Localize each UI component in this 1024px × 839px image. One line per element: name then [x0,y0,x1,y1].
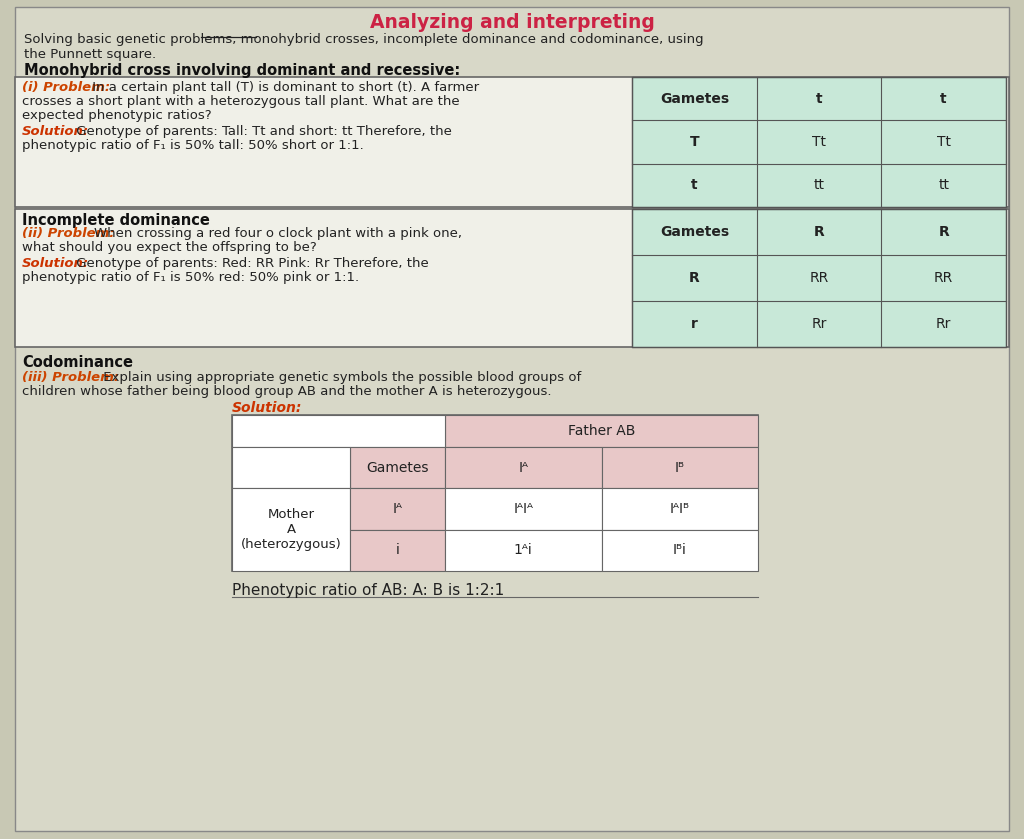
Text: When crossing a red four o clock plant with a pink one,: When crossing a red four o clock plant w… [94,227,462,240]
Text: Iᴬ: Iᴬ [392,502,402,516]
Text: (iii) Problem:: (iii) Problem: [22,371,119,384]
Text: In a certain plant tall (T) is dominant to short (t). A farmer: In a certain plant tall (T) is dominant … [88,81,479,94]
Text: Solution:: Solution: [22,125,89,138]
Text: Analyzing and interpreting: Analyzing and interpreting [370,13,654,32]
Text: 1ᴬi: 1ᴬi [514,544,532,557]
FancyBboxPatch shape [15,209,1009,347]
Text: Tt: Tt [937,135,950,149]
FancyBboxPatch shape [601,529,758,571]
Text: Genotype of parents: Tall: Tt and short: tt Therefore, the: Genotype of parents: Tall: Tt and short:… [72,125,452,138]
Text: Phenotypic ratio of AB: A: B is 1:2:1: Phenotypic ratio of AB: A: B is 1:2:1 [232,583,504,598]
FancyBboxPatch shape [350,529,445,571]
Text: i: i [395,544,399,557]
Text: Solution:: Solution: [232,401,302,415]
FancyBboxPatch shape [232,415,758,571]
FancyBboxPatch shape [15,77,1009,207]
FancyBboxPatch shape [350,447,445,488]
FancyBboxPatch shape [232,488,350,571]
FancyBboxPatch shape [445,447,601,488]
Text: Codominance: Codominance [22,355,133,370]
Text: children whose father being blood group AB and the mother A is heterozygous.: children whose father being blood group … [22,385,552,398]
FancyBboxPatch shape [232,415,445,447]
Text: phenotypic ratio of F₁ is 50% tall: 50% short or 1:1.: phenotypic ratio of F₁ is 50% tall: 50% … [22,139,364,152]
Text: r: r [691,317,697,331]
Text: Gametes: Gametes [659,225,729,239]
Text: RR: RR [934,271,953,285]
Text: expected phenotypic ratios?: expected phenotypic ratios? [22,109,212,122]
FancyBboxPatch shape [445,488,601,529]
Text: the Punnett square.: the Punnett square. [24,48,156,61]
Text: R: R [938,225,949,239]
Text: (i) Problem:: (i) Problem: [22,81,111,94]
Text: Gametes: Gametes [659,91,729,106]
Text: Iᴮ: Iᴮ [675,461,685,475]
Text: RR: RR [809,271,828,285]
Text: Rr: Rr [936,317,951,331]
Text: IᴬIᴬ: IᴬIᴬ [513,502,534,516]
Text: IᴬIᴮ: IᴬIᴮ [670,502,690,516]
Text: Father AB: Father AB [568,424,635,438]
FancyBboxPatch shape [232,447,350,488]
Text: (ii) Problem:: (ii) Problem: [22,227,115,240]
Text: Gametes: Gametes [367,461,429,475]
FancyBboxPatch shape [445,415,758,447]
Text: crosses a short plant with a heterozygous tall plant. What are the: crosses a short plant with a heterozygou… [22,95,460,108]
Text: R: R [689,271,699,285]
FancyBboxPatch shape [601,447,758,488]
Text: phenotypic ratio of F₁ is 50% red: 50% pink or 1:1.: phenotypic ratio of F₁ is 50% red: 50% p… [22,271,359,284]
FancyBboxPatch shape [632,209,1006,347]
Text: what should you expect the offspring to be?: what should you expect the offspring to … [22,241,316,254]
FancyBboxPatch shape [445,529,601,571]
Text: Tt: Tt [812,135,826,149]
Text: t: t [691,179,697,192]
Text: Rr: Rr [811,317,826,331]
FancyBboxPatch shape [350,488,445,529]
Text: tt: tt [938,179,949,192]
FancyBboxPatch shape [15,7,1009,831]
Text: T: T [689,135,699,149]
FancyBboxPatch shape [632,77,1006,207]
Text: R: R [814,225,824,239]
Text: Iᴬ: Iᴬ [518,461,528,475]
Text: Solving basic genetic problems, monohybrid crosses, incomplete dominance and cod: Solving basic genetic problems, monohybr… [24,33,703,46]
Text: tt: tt [813,179,824,192]
FancyBboxPatch shape [601,488,758,529]
Text: Incomplete dominance: Incomplete dominance [22,213,210,228]
Text: Mother
A
(heterozygous): Mother A (heterozygous) [241,508,341,551]
Text: t: t [940,91,947,106]
Text: Monohybrid cross involving dominant and recessive:: Monohybrid cross involving dominant and … [24,63,460,78]
Text: Solution:: Solution: [22,257,89,270]
Text: Iᴮi: Iᴮi [673,544,687,557]
Text: t: t [816,91,822,106]
Text: Explain using appropriate genetic symbols the possible blood groups of: Explain using appropriate genetic symbol… [99,371,582,384]
Text: Genotype of parents: Red: RR Pink: Rr Therefore, the: Genotype of parents: Red: RR Pink: Rr Th… [72,257,428,270]
